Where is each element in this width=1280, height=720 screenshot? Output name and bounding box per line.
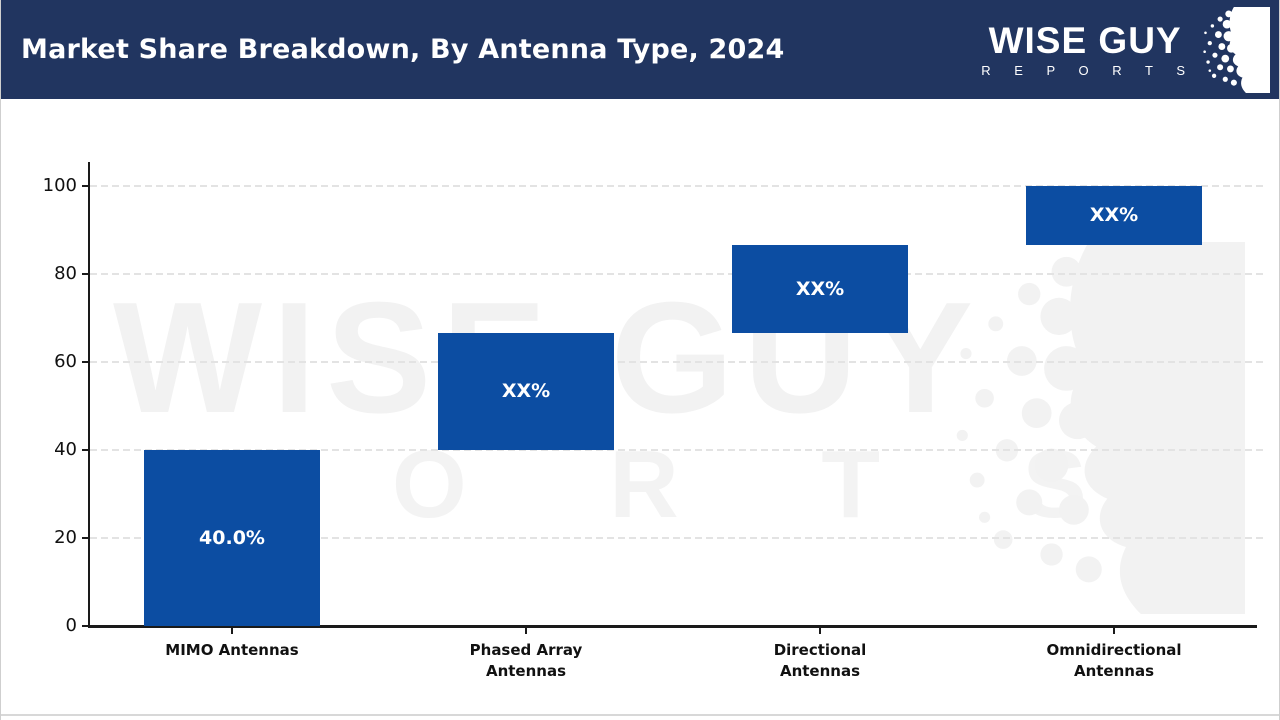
- y-axis-tick-label: 0: [65, 615, 77, 636]
- y-axis-tick-label: 80: [54, 263, 77, 284]
- x-axis-label: Phased Array Antennas: [469, 641, 583, 680]
- y-axis-tick: [82, 185, 89, 187]
- x-axis-label: Directional Antennas: [773, 641, 867, 680]
- page-title: Market Share Breakdown, By Antenna Type,…: [21, 34, 785, 65]
- wordmark-line2: R E P O R T S: [981, 62, 1195, 78]
- wiseguy-logo: WISE GUY R E P O R T S: [975, 0, 1273, 99]
- bar: XX%: [438, 332, 614, 450]
- y-axis-tick: [82, 449, 89, 451]
- x-axis-tick: [231, 628, 233, 634]
- gridline: [90, 537, 1264, 539]
- gridline: [90, 273, 1264, 275]
- y-axis-line: [88, 162, 90, 628]
- watermark-wordmark-line2: P O R T S: [187, 431, 1145, 538]
- bar-value-label: XX%: [795, 277, 845, 300]
- gridline: [90, 449, 1264, 451]
- y-axis-tick: [82, 537, 89, 539]
- x-axis-tick: [1113, 628, 1115, 634]
- y-axis-tick-label: 20: [54, 527, 77, 548]
- wiseguy-wordmark: WISE GUY R E P O R T S: [975, 22, 1195, 78]
- bar-value-label: XX%: [1089, 204, 1139, 227]
- y-axis-tick: [82, 361, 89, 363]
- bar-value-label: 40.0%: [199, 527, 265, 549]
- y-axis-tick-label: 40: [54, 439, 77, 460]
- y-axis-tick-label: 60: [54, 351, 77, 372]
- x-axis-tick: [819, 628, 821, 634]
- bar: XX%: [732, 244, 908, 333]
- x-axis-line: [88, 625, 1257, 628]
- bottom-rule: [1, 714, 1279, 716]
- wordmark-line1: WISE GUY: [988, 19, 1182, 61]
- gridline: [90, 361, 1264, 363]
- x-axis-label: Omnidirectional Antennas: [1046, 641, 1182, 680]
- y-axis-tick: [82, 625, 89, 627]
- y-axis-tick: [82, 273, 89, 275]
- x-axis-tick: [525, 628, 527, 634]
- y-axis-tick-label: 100: [42, 175, 77, 196]
- bar-value-label: XX%: [501, 380, 551, 403]
- x-axis-label: MIMO Antennas: [165, 641, 299, 659]
- gridline: [90, 185, 1264, 187]
- bar: 40.0%: [144, 450, 320, 626]
- header-bar: Market Share Breakdown, By Antenna Type,…: [1, 0, 1279, 99]
- bar: XX%: [1026, 186, 1202, 245]
